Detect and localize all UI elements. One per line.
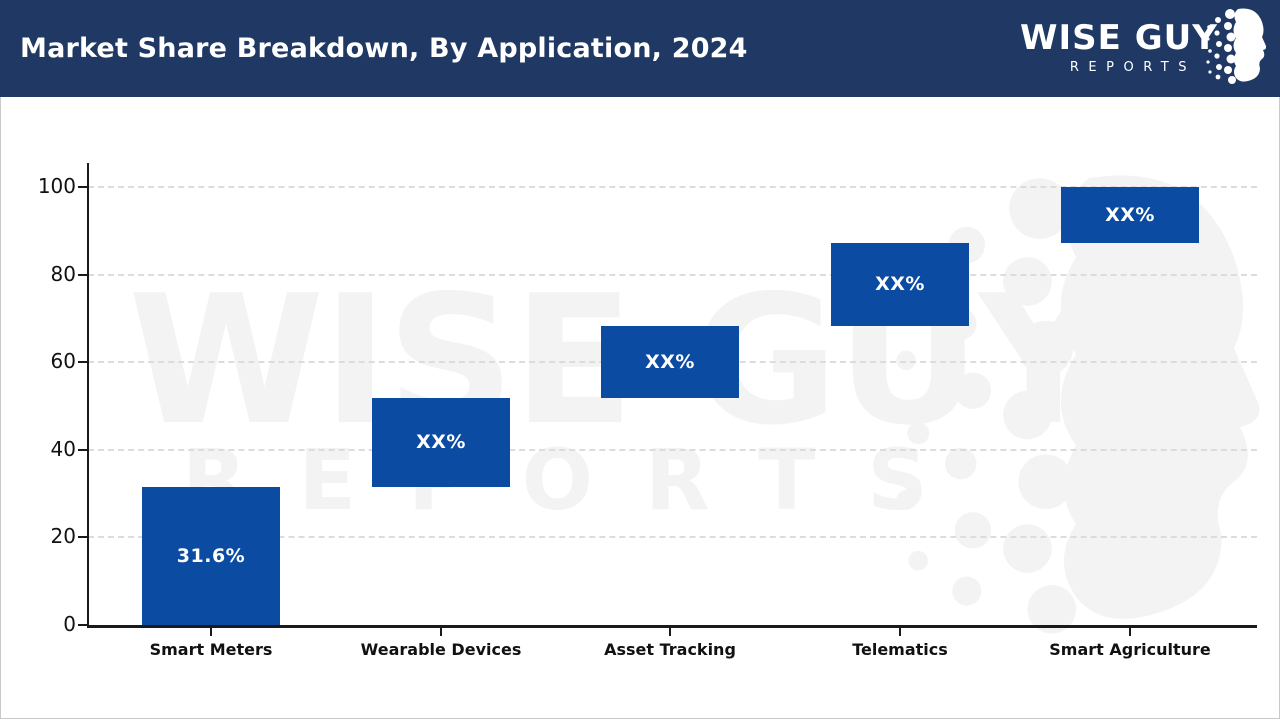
y-tick-label: 100 — [37, 174, 76, 198]
gridline-20 — [88, 536, 1257, 539]
bar-value-label: 31.6% — [176, 544, 246, 567]
header-bar: Market Share Breakdown, By Application, … — [0, 0, 1280, 97]
y-axis-line — [87, 163, 89, 627]
x-axis-line — [87, 625, 1257, 628]
y-tick-label: 20 — [50, 524, 76, 549]
y-tick-mark — [78, 536, 87, 539]
y-tick-label: 40 — [50, 436, 76, 461]
gridline-100 — [88, 186, 1257, 188]
brand-logo-wordmark: WISE GUY — [1020, 18, 1218, 58]
x-tick-mark — [669, 628, 671, 636]
gridline-40 — [88, 448, 1257, 451]
category-label: Smart Meters — [149, 640, 273, 659]
x-tick-mark — [899, 628, 901, 636]
y-tick-label: 0 — [63, 612, 76, 636]
bar-asset-tracking: XX% — [601, 325, 739, 399]
y-tick-mark — [78, 448, 87, 451]
y-tick-mark — [78, 186, 87, 188]
brand-logo: WISE GUY REPORTS — [1016, 0, 1266, 97]
brand-head-icon — [1206, 8, 1266, 84]
category-label: Smart Agriculture — [1049, 640, 1211, 659]
category-label: Asset Tracking — [604, 640, 736, 659]
y-tick-label: 60 — [50, 349, 76, 374]
bar-smart-agriculture: XX% — [1061, 187, 1199, 243]
bar-value-label: XX% — [875, 273, 925, 296]
y-tick-mark — [78, 624, 87, 626]
watermark-head-graphic — [896, 175, 1260, 634]
brand-logo-subtext: REPORTS — [1069, 60, 1196, 75]
x-tick-mark — [440, 628, 442, 636]
bar-wearable-devices: XX% — [372, 398, 510, 487]
bar-value-label: XX% — [1105, 203, 1155, 226]
category-label: Wearable Devices — [360, 640, 522, 659]
bar-telematics: XX% — [831, 242, 969, 326]
y-tick-mark — [78, 361, 87, 364]
bar-value-label: XX% — [416, 431, 466, 454]
page-title: Market Share Breakdown, By Application, … — [20, 33, 748, 64]
gridline-80 — [88, 273, 1257, 276]
watermark-subtext: REPORTS — [182, 431, 980, 529]
category-label: Telematics — [852, 640, 948, 659]
x-tick-mark — [1129, 628, 1131, 636]
y-tick-label: 80 — [50, 261, 76, 286]
bar-value-label: XX% — [645, 350, 695, 373]
x-tick-mark — [210, 628, 212, 636]
y-tick-mark — [78, 273, 87, 276]
bar-smart-meters: 31.6% — [142, 486, 280, 625]
